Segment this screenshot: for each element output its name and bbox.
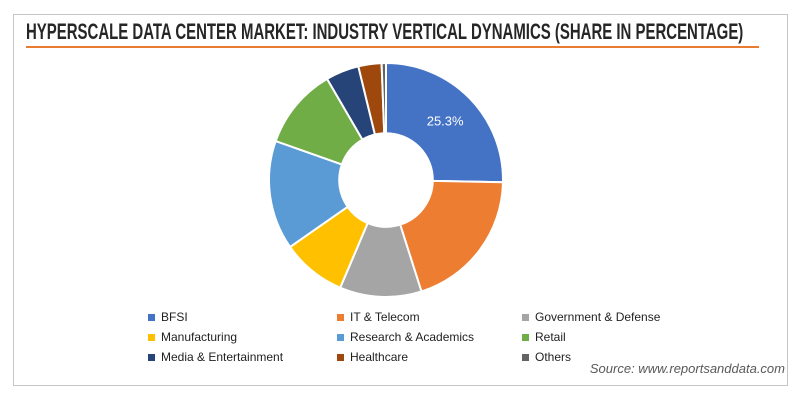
- legend-swatch-manufacturing: [148, 333, 155, 341]
- legend-swatch-others: [522, 353, 529, 361]
- legend-item-government-defense: Government & Defense: [522, 310, 747, 324]
- title-underline: [26, 46, 759, 48]
- legend-swatch-retail: [522, 333, 529, 341]
- legend-item-retail: Retail: [522, 330, 747, 344]
- legend-item-research-academics: Research & Academics: [337, 330, 522, 344]
- legend-item-bfsi: BFSI: [148, 310, 337, 324]
- source-note: Source: www.reportsanddata.com: [589, 361, 785, 376]
- legend-label-media-entertainment: Media & Entertainment: [161, 350, 284, 364]
- legend-label-government-defense: Government & Defense: [535, 310, 661, 324]
- legend-label-manufacturing: Manufacturing: [161, 330, 238, 344]
- legend-label-healthcare: Healthcare: [350, 350, 409, 364]
- slice-it-telecom: [398, 179, 504, 293]
- legend-swatch-bfsi: [148, 313, 155, 321]
- legend-swatch-media-entertainment: [148, 353, 155, 361]
- legend-label-others: Others: [535, 350, 572, 364]
- legend-label-bfsi: BFSI: [161, 310, 188, 324]
- legend-item-it-telecom: IT & Telecom: [337, 310, 522, 324]
- chart-title: HYPERSCALE DATA CENTER MARKET: INDUSTRY …: [26, 19, 744, 44]
- legend-label-retail: Retail: [535, 330, 566, 344]
- legend-swatch-government-defense: [522, 313, 529, 321]
- slice-data-label: 25.3%: [427, 113, 464, 128]
- legend-item-manufacturing: Manufacturing: [148, 330, 337, 344]
- legend-item-healthcare: Healthcare: [337, 350, 522, 364]
- donut-chart: 25.3%: [268, 61, 504, 298]
- slice-research-academics: [268, 139, 350, 249]
- legend-swatch-research-academics: [337, 333, 344, 341]
- legend-item-others: Others: [522, 350, 747, 364]
- legend-swatch-healthcare: [337, 353, 344, 361]
- legend-label-research-academics: Research & Academics: [350, 330, 475, 344]
- slice-others: [380, 61, 387, 135]
- legend-swatch-it-telecom: [337, 313, 344, 321]
- slice-bfsi: [385, 61, 504, 184]
- legend-label-it-telecom: IT & Telecom: [350, 310, 420, 324]
- chart-legend: BFSI IT & Telecom Government & Defense M…: [148, 307, 747, 367]
- legend-item-media-entertainment: Media & Entertainment: [148, 350, 337, 364]
